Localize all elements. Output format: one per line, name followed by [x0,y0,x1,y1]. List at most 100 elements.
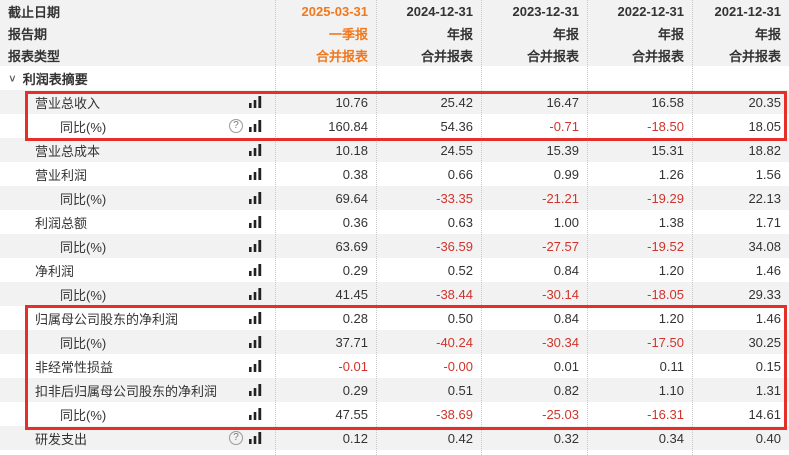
value: 63.69 [335,238,368,254]
row-icons [249,360,262,372]
value: 18.82 [748,142,781,158]
value: 47.55 [335,406,368,422]
bar-chart-icon[interactable] [249,168,262,180]
table-row[interactable]: 同比(%) 37.71 -40.24 -30.34 -17.50 30.25 [0,330,789,354]
table-row[interactable]: 同比(%) 47.55 -38.69 -25.03 -16.31 14.61 [0,402,789,426]
bar-chart-icon[interactable] [249,264,262,276]
section-header-income-statement[interactable]: ∨ 利润表摘要 [0,66,789,90]
value: -30.14 [542,286,579,302]
table-row[interactable]: 营业总收入 10.76 25.42 16.47 16.58 20.35 [0,90,789,114]
header-cell: 年报 [754,26,781,42]
value-cell: 1.26 [587,167,692,182]
bar-chart-icon[interactable] [249,144,262,156]
value-cell: -19.52 [587,239,692,254]
value-cell: 0.84 [481,263,587,278]
row-label: 研发支出 [35,431,88,447]
value-cell: -33.35 [376,191,481,206]
bar-chart-icon[interactable] [249,408,262,420]
value-cell: 0.82 [481,383,587,398]
value-cell: 0.01 [481,358,587,374]
value: 69.64 [335,190,368,206]
value: 0.32 [553,430,579,446]
table-row[interactable]: 利润总额 0.36 0.63 1.00 1.38 1.71 [0,210,789,234]
table-row[interactable]: 营业利润 0.38 0.66 0.99 1.26 1.56 [0,162,789,186]
value-cell: 0.12 [275,431,376,446]
value[interactable]: -0.00 [443,358,473,374]
header-cell: 2024-12-31 [406,3,474,19]
value: 10.76 [335,94,368,110]
row-label: 同比(%) [60,335,107,351]
value: 0.36 [342,214,368,230]
value-cell: -25.03 [481,407,587,422]
bar-chart-icon[interactable] [249,312,262,324]
chevron-down-icon[interactable]: ∨ [8,72,17,84]
row-icons [249,144,262,156]
value-cell: -30.14 [481,287,587,302]
value-cell: 0.34 [587,431,692,446]
value-cell: 0.52 [376,263,481,278]
value: 0.82 [553,382,579,398]
header-cell: 一季报 [328,26,368,42]
value: -33.35 [436,190,473,206]
help-icon[interactable]: ? [229,431,243,445]
table-row[interactable]: 同比(%) 69.64 -33.35 -21.21 -19.29 22.13 [0,186,789,210]
bar-chart-icon[interactable] [249,432,262,444]
bar-chart-icon[interactable] [249,336,262,348]
bar-chart-icon[interactable] [249,360,262,372]
table-row[interactable]: 非经常性损益 -0.01 -0.00 0.01 0.11 0.15 [0,354,789,378]
row-label: 营业总收入 [35,95,101,111]
bar-chart-icon[interactable] [249,96,262,108]
table-row[interactable]: 营业总成本 10.18 24.55 15.39 15.31 18.82 [0,138,789,162]
header-cell: 年报 [446,26,473,42]
value-cell: 10.18 [275,143,376,158]
value-cell: 0.84 [481,311,587,326]
header-row-label: 截止日期 [8,4,61,20]
value-cell: -19.29 [587,191,692,206]
value-cell: 25.42 [376,95,481,110]
value-cell: -21.21 [481,191,587,206]
value-cell: -0.71 [481,119,587,134]
value[interactable]: 0.11 [659,358,684,374]
table-row[interactable]: 净利润 0.29 0.52 0.84 1.20 1.46 [0,258,789,282]
value: 0.12 [342,430,368,446]
value: -27.57 [542,238,579,254]
bar-chart-icon[interactable] [249,216,262,228]
value: 0.99 [553,166,579,182]
value: -19.29 [647,190,684,206]
bar-chart-icon[interactable] [249,384,262,396]
value-cell: -40.24 [376,335,481,350]
bar-chart-icon[interactable] [249,240,262,252]
value: -18.05 [647,286,684,302]
bar-chart-icon[interactable] [249,120,262,132]
value[interactable]: 0.15 [755,358,781,374]
row-icons [249,216,262,228]
value-cell: 1.56 [692,167,789,182]
table-row[interactable]: 同比(%)? 160.84 54.36 -0.71 -18.50 18.05 [0,114,789,138]
value: -18.50 [647,118,684,134]
value-cell: 10.76 [275,95,376,110]
value-cell: 16.58 [587,95,692,110]
value-cell: 0.29 [275,383,376,398]
value: 160.84 [328,118,368,134]
value-cell: 37.71 [275,335,376,350]
row-icons [249,96,262,108]
value: 37.71 [335,334,368,350]
table-row[interactable]: 归属母公司股东的净利润 0.28 0.50 0.84 1.20 1.46 [0,306,789,330]
bar-chart-icon[interactable] [249,192,262,204]
value-cell: 0.38 [275,167,376,182]
header-cell: 2021-12-31 [714,3,782,19]
value-cell: 160.84 [275,119,376,134]
header-cell: 合并报表 [631,48,684,64]
table-row[interactable]: 扣非后归属母公司股东的净利润 0.29 0.51 0.82 1.10 1.31 [0,378,789,402]
value: 0.38 [342,166,368,182]
value[interactable]: -0.01 [338,358,368,374]
row-label: 同比(%) [60,119,107,135]
value[interactable]: 0.01 [553,358,579,374]
value-cell: 34.08 [692,239,789,254]
table-row[interactable]: 同比(%) 63.69 -36.59 -27.57 -19.52 34.08 [0,234,789,258]
header-row: 报告期 一季报 年报 年报 年报 年报 [0,22,789,44]
help-icon[interactable]: ? [229,119,243,133]
table-row[interactable]: 研发支出? 0.12 0.42 0.32 0.34 0.40 [0,426,789,450]
table-row[interactable]: 同比(%) 41.45 -38.44 -30.14 -18.05 29.33 [0,282,789,306]
bar-chart-icon[interactable] [249,288,262,300]
